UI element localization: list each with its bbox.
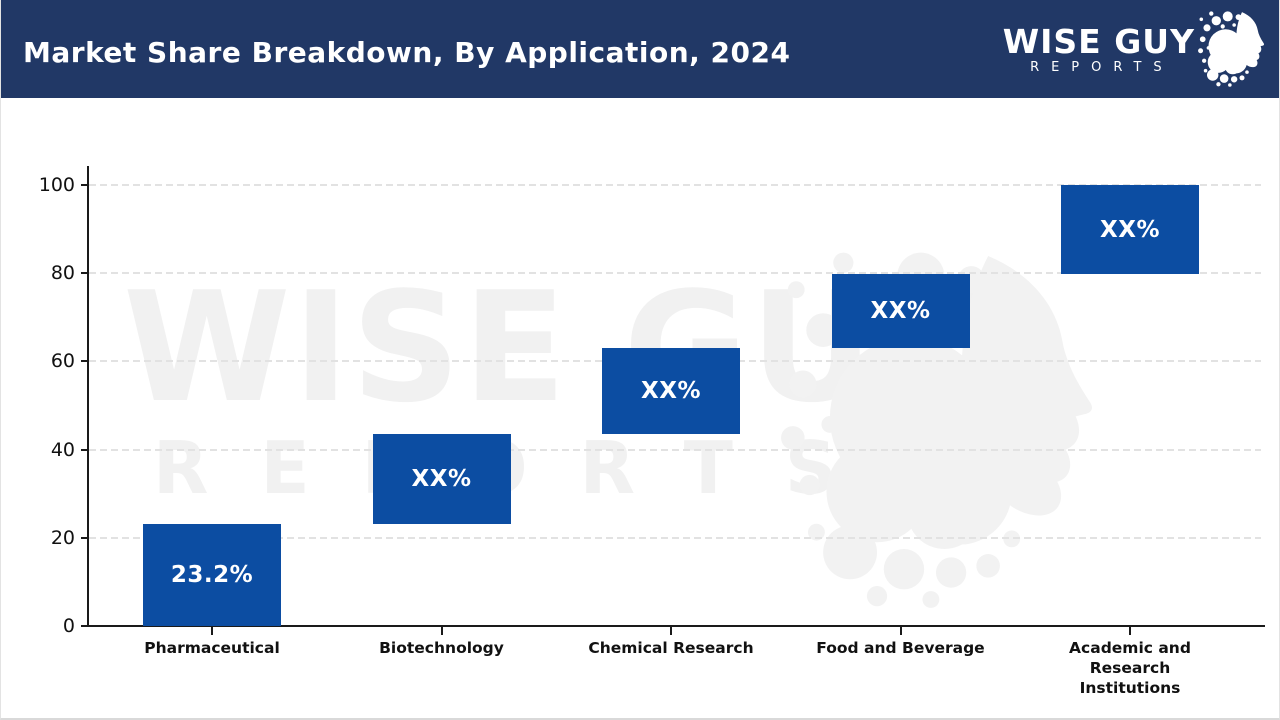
y-tick-label-100: 100 (38, 174, 75, 196)
x-category-label: Biotechnology (379, 639, 504, 657)
x-category-label: Academic and Research Institutions (1069, 639, 1191, 698)
y-tick-label-60: 60 (50, 350, 75, 373)
bar-value-label: XX% (411, 465, 472, 492)
x-tick-2 (440, 627, 443, 635)
chart-title: Market Share Breakdown, By Application, … (23, 36, 791, 69)
bar-value-label: XX% (640, 377, 701, 404)
gridline-80 (89, 272, 1261, 275)
y-tick-60 (81, 360, 88, 363)
x-tick-3 (670, 627, 672, 635)
y-tick-label-0: 0 (62, 615, 75, 637)
wiseguy-logo: WISE GUY REPORTS (1003, 6, 1267, 94)
logo-subtitle: REPORTS (1030, 60, 1174, 76)
y-tick-100 (81, 184, 88, 186)
gridline-40 (89, 448, 1261, 451)
bar-2: XX% (372, 433, 511, 524)
x-tick-5 (1129, 627, 1131, 635)
y-tick-label-40: 40 (50, 438, 75, 461)
x-category-label: Food and Beverage (816, 639, 985, 657)
y-tick-20 (81, 536, 88, 539)
y-tick-label-20: 20 (50, 526, 75, 549)
x-axis-line (87, 625, 1265, 627)
bar-3: XX% (602, 347, 740, 434)
y-tick-0 (81, 625, 88, 627)
wiseguy-face-icon (1198, 11, 1265, 87)
y-tick-40 (81, 448, 88, 451)
y-tick-80 (81, 272, 88, 275)
bar-5: XX% (1061, 185, 1199, 275)
plot-area: 0 20 40 60 80 100 23.2% Pharmaceutical XX% Biotec… (1, 98, 1279, 718)
bar-1: 23.2% (143, 523, 281, 626)
gridline-20 (89, 536, 1261, 539)
bar-value-label: XX% (1099, 216, 1160, 243)
y-tick-label-80: 80 (50, 262, 75, 285)
x-category-label: Pharmaceutical (144, 639, 280, 657)
bar-4: XX% (831, 274, 970, 348)
y-axis-line (87, 166, 89, 627)
bar-value-label: 23.2% (170, 561, 254, 588)
header-bar: Market Share Breakdown, By Application, … (1, 0, 1279, 98)
logo-text: WISE GUY REPORTS (1002, 21, 1195, 76)
logo-wordmark: WISE GUY (1002, 21, 1195, 61)
bar-value-label: XX% (870, 297, 931, 324)
x-tick-4 (899, 627, 902, 635)
x-tick-1 (211, 627, 213, 635)
gridline-100 (89, 184, 1261, 186)
x-category-label: Chemical Research (588, 639, 754, 657)
